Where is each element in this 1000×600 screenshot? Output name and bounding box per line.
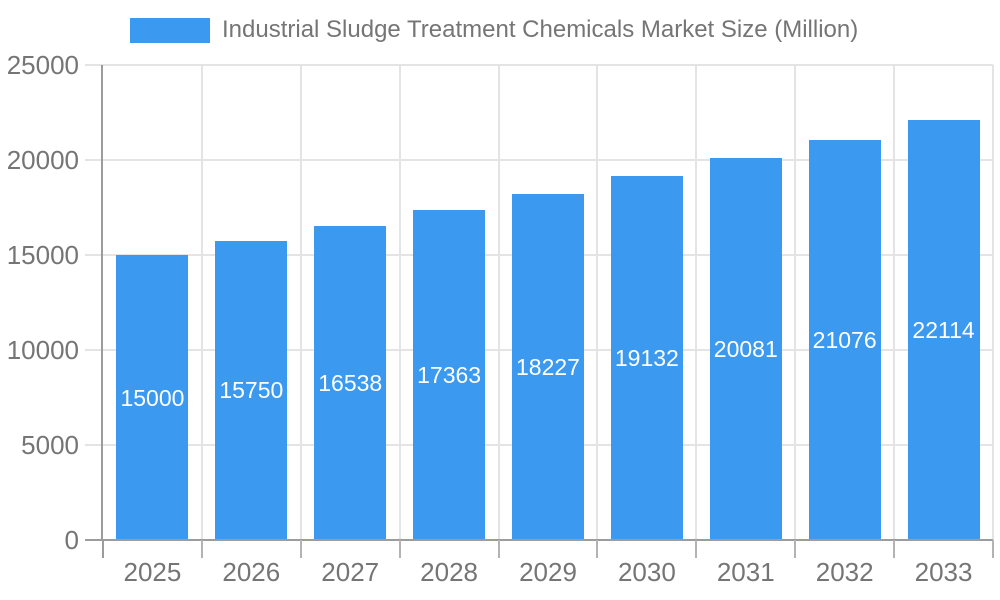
x-axis-tick bbox=[299, 540, 302, 558]
legend[interactable]: Industrial Sludge Treatment Chemicals Ma… bbox=[130, 17, 858, 43]
legend-label: Industrial Sludge Treatment Chemicals Ma… bbox=[222, 16, 859, 43]
x-gridline bbox=[398, 65, 401, 540]
bar-value-label: 17363 bbox=[417, 362, 482, 389]
bar-value-label: 16538 bbox=[318, 369, 383, 396]
x-axis-tick-label: 2033 bbox=[914, 557, 973, 587]
x-axis-tick bbox=[497, 540, 500, 558]
legend-swatch-icon bbox=[130, 17, 210, 43]
y-axis-tick-label: 20000 bbox=[6, 145, 79, 175]
x-gridline bbox=[200, 65, 203, 540]
x-axis-tick-label: 2026 bbox=[222, 557, 281, 587]
x-axis-tick bbox=[893, 540, 896, 558]
x-axis-tick-label: 2028 bbox=[420, 557, 479, 587]
y-axis-tick-label: 15000 bbox=[6, 240, 79, 270]
y-gridline bbox=[85, 64, 993, 66]
x-axis-tick bbox=[992, 540, 994, 558]
x-axis-tick-label: 2027 bbox=[321, 557, 380, 587]
bar-value-label: 15750 bbox=[219, 377, 284, 404]
y-axis-tick-label: 0 bbox=[64, 525, 79, 555]
x-gridline bbox=[794, 65, 797, 540]
x-gridline bbox=[497, 65, 500, 540]
bar-2032: 21076 bbox=[808, 139, 881, 540]
bar-2029: 18227 bbox=[512, 193, 584, 540]
y-gridline bbox=[85, 159, 993, 161]
x-axis-tick-label: 2029 bbox=[519, 557, 577, 587]
x-axis-tick bbox=[596, 540, 599, 558]
x-axis-tick-label: 2031 bbox=[716, 557, 775, 587]
x-gridline bbox=[992, 65, 994, 540]
x-gridline bbox=[299, 65, 302, 540]
x-gridline bbox=[893, 65, 896, 540]
bar-2030: 19132 bbox=[610, 176, 683, 540]
bar-2027: 16538 bbox=[314, 225, 387, 540]
bar-value-label: 15000 bbox=[120, 384, 185, 411]
bar-2031: 20081 bbox=[709, 158, 782, 540]
bar-value-label: 20081 bbox=[713, 336, 778, 363]
x-axis-tick-label: 2025 bbox=[123, 557, 182, 587]
x-axis-tick-label: 2030 bbox=[617, 557, 676, 587]
bar-2026: 15750 bbox=[215, 240, 288, 540]
x-axis-tick bbox=[794, 540, 797, 558]
x-gridline bbox=[695, 65, 698, 540]
x-axis-tick-label: 2032 bbox=[815, 557, 874, 587]
x-axis-tick bbox=[398, 540, 401, 558]
y-axis-line bbox=[101, 65, 103, 540]
x-axis-tick bbox=[200, 540, 203, 558]
bar-value-label: 18227 bbox=[516, 353, 580, 380]
x-axis-tick bbox=[695, 540, 698, 558]
y-axis-tick-label: 25000 bbox=[6, 50, 79, 80]
y-axis-tick-label: 10000 bbox=[6, 335, 79, 365]
y-axis-tick-label: 5000 bbox=[21, 430, 79, 460]
bar-value-label: 19132 bbox=[614, 345, 679, 372]
x-axis-line bbox=[85, 539, 993, 541]
bar-2033: 22114 bbox=[907, 119, 980, 540]
x-gridline bbox=[596, 65, 599, 540]
bar-value-label: 21076 bbox=[812, 326, 877, 353]
x-axis-tick bbox=[102, 540, 104, 558]
bar-2028: 17363 bbox=[413, 210, 486, 540]
bar-2025: 15000 bbox=[116, 255, 189, 540]
bar-value-label: 22114 bbox=[912, 316, 975, 343]
